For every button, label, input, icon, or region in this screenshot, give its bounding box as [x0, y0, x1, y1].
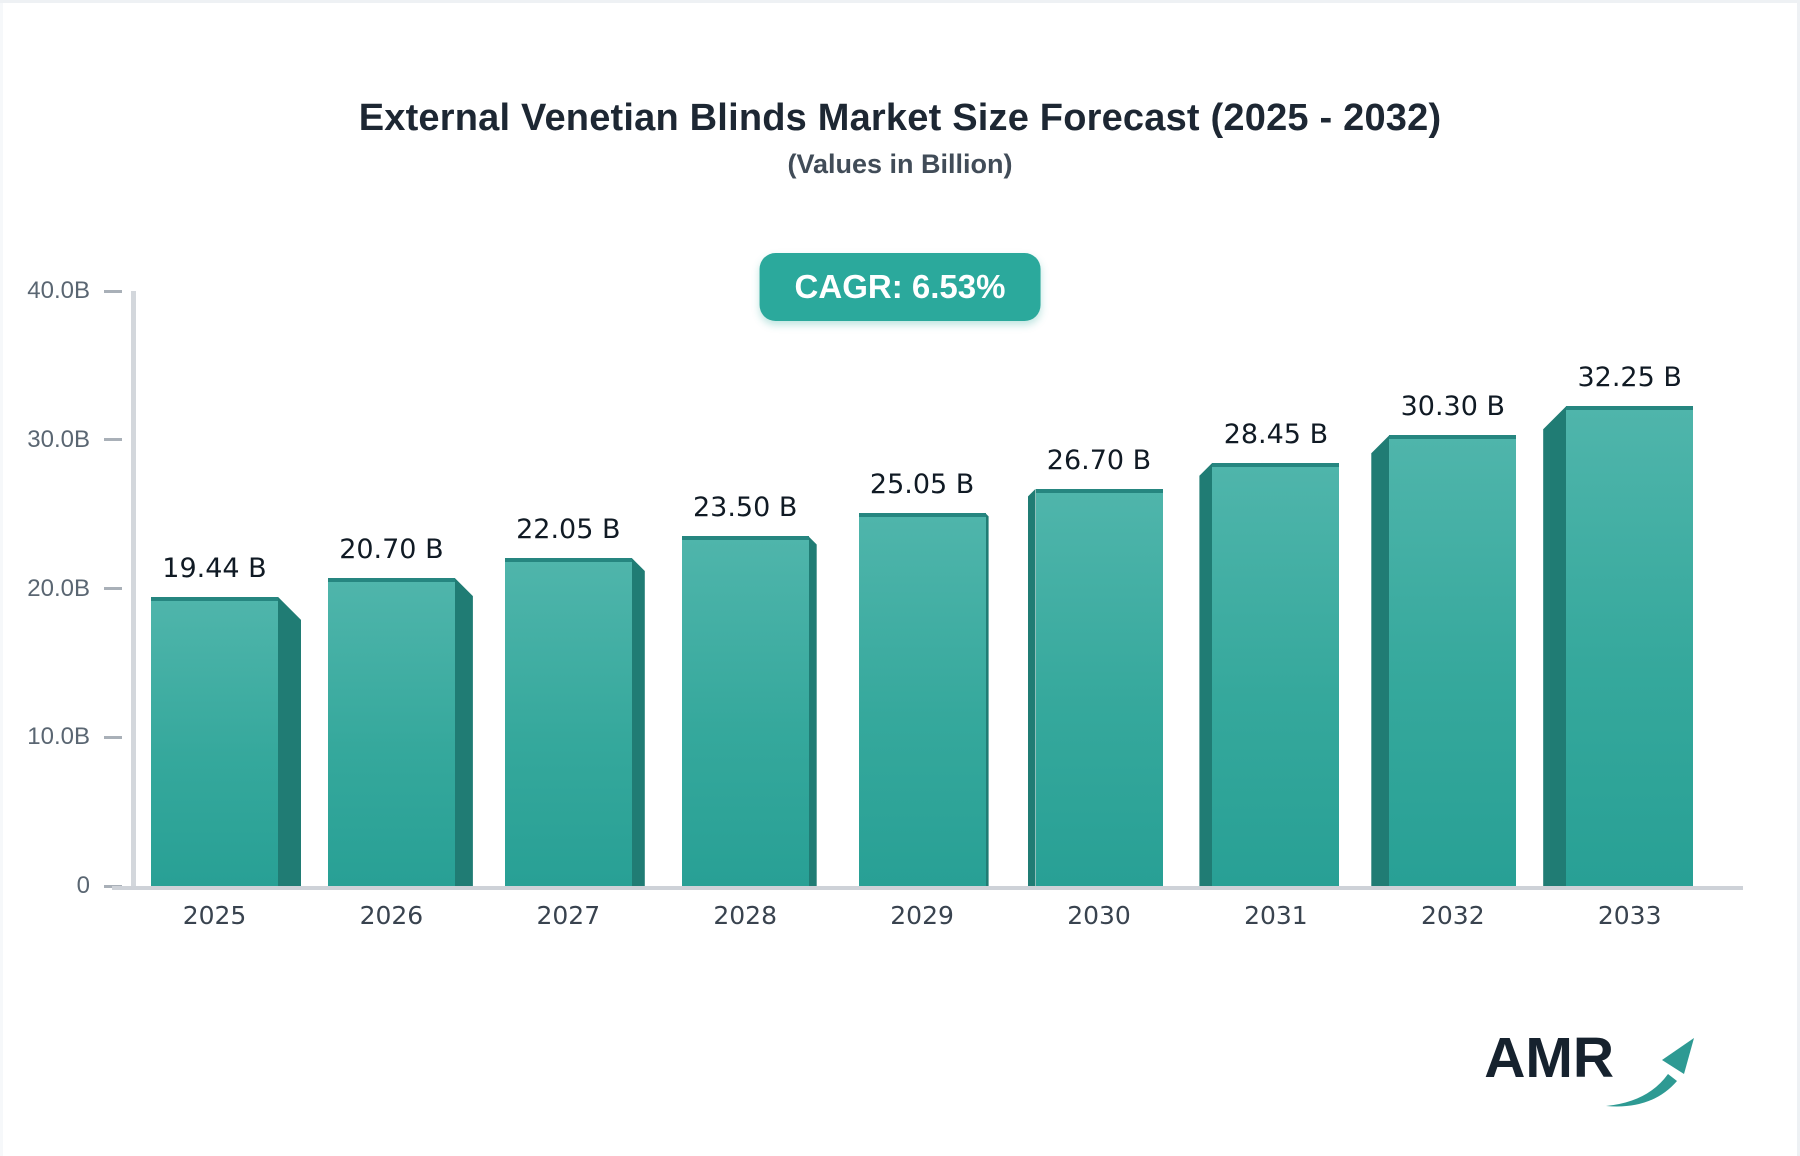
bar-side-3d	[808, 536, 817, 886]
y-axis-line	[131, 291, 136, 890]
bar-2028	[681, 536, 809, 886]
y-axis-tick-label: 30.0B	[27, 425, 90, 453]
bar-2030	[1035, 488, 1163, 886]
x-axis-label: 2029	[890, 901, 954, 930]
x-axis-label: 2026	[359, 901, 424, 930]
y-axis-tick-label: 10.0B	[27, 723, 90, 751]
bar-side-3d	[631, 558, 645, 886]
y-axis-tick	[104, 587, 122, 590]
page-title: External Venetian Blinds Market Size For…	[358, 97, 1442, 139]
y-axis-tick	[104, 289, 122, 293]
amr-logo-text: AMR	[1484, 1026, 1614, 1090]
x-axis-label: 2025	[182, 901, 247, 930]
y-axis-tick-label: 40.0B	[27, 277, 90, 304]
bar-value-label: 20.70 B	[339, 534, 444, 566]
bar-2032	[1389, 435, 1517, 886]
bar-value-label: 32.25 B	[1577, 362, 1682, 394]
bar-value-label: 23.50 B	[692, 492, 798, 524]
page-subtitle: (Values in Billion)	[787, 149, 1013, 179]
y-axis-tick	[104, 438, 122, 442]
y-axis-tick-label: 20.0B	[27, 574, 90, 602]
amr-logo: AMR	[1484, 1028, 1702, 1110]
x-axis-line	[112, 886, 1743, 890]
bar-2025	[151, 596, 278, 886]
bar-value-label: 19.44 B	[162, 552, 267, 584]
bar-side-3d	[1371, 435, 1390, 886]
bar-side-3d	[1199, 462, 1213, 886]
growth-arrow-icon	[1606, 1038, 1694, 1107]
bar-value-label: 26.70 B	[1046, 444, 1152, 476]
bar-side-3d	[278, 596, 301, 886]
bar-side-3d	[454, 578, 473, 886]
x-axis-label: 2028	[713, 901, 777, 930]
x-axis-label: 2030	[1067, 901, 1131, 930]
bar-2033	[1566, 406, 1694, 886]
bar-2026	[327, 578, 455, 886]
bar-2027	[504, 558, 632, 886]
bar-side-3d	[1027, 488, 1036, 886]
bar-side-3d	[1543, 406, 1567, 886]
bar-value-label: 30.30 B	[1400, 391, 1505, 423]
bar-value-label: 22.05 B	[516, 514, 621, 545]
y-axis-tick-label: 0	[76, 872, 90, 899]
x-axis-label: 2033	[1597, 901, 1662, 930]
y-axis-tick	[104, 735, 122, 739]
cagr-badge: CAGR: 6.53%	[759, 253, 1041, 321]
bar-value-label: 28.45 B	[1223, 418, 1329, 450]
bar-side-3d	[985, 513, 989, 886]
bar-2031	[1212, 462, 1340, 886]
bar-2029	[858, 513, 986, 886]
x-axis-label: 2032	[1420, 901, 1485, 930]
x-axis-label: 2027	[536, 901, 601, 930]
bar-value-label: 25.05 B	[869, 469, 975, 501]
x-axis-label: 2031	[1244, 901, 1308, 930]
